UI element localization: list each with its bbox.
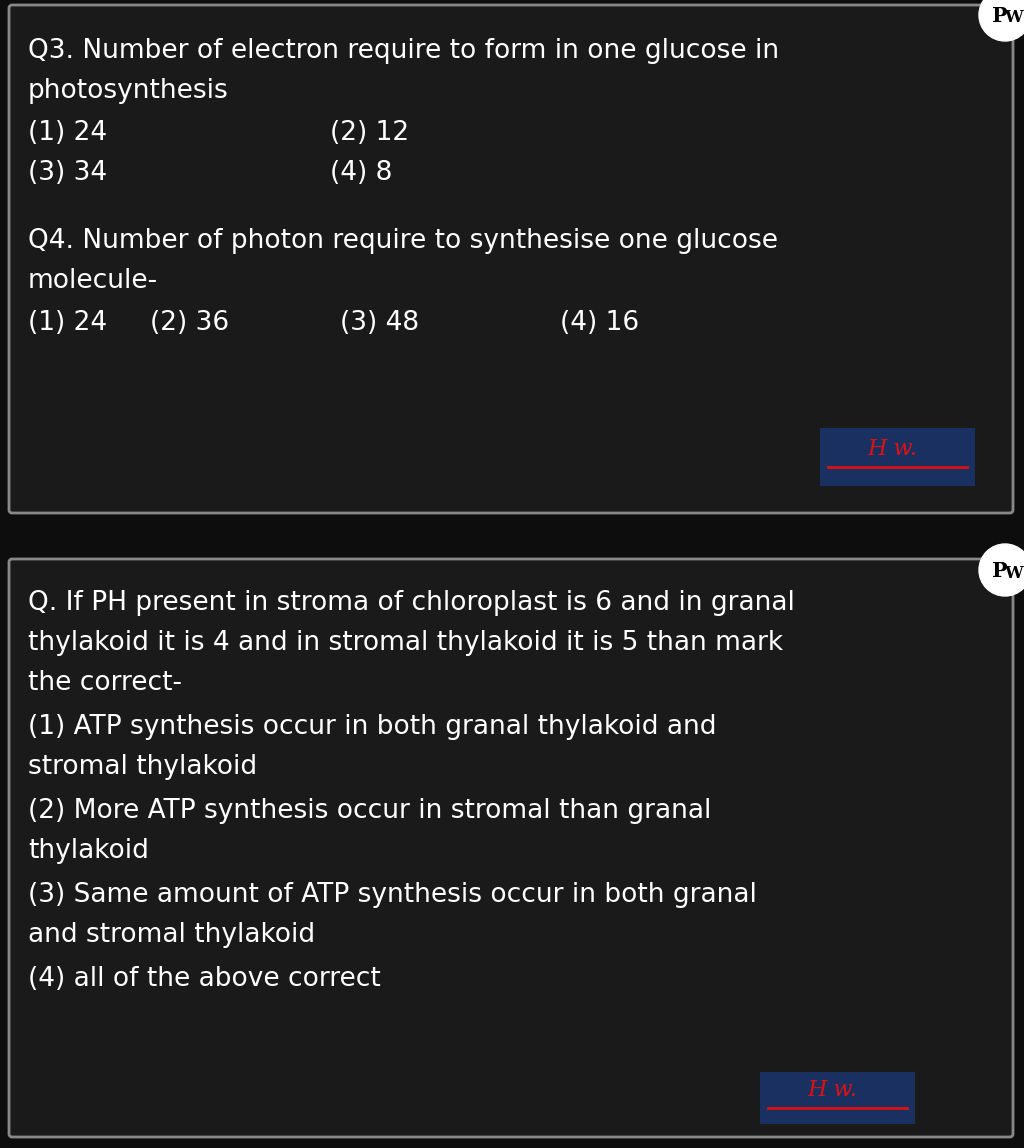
Circle shape [979, 544, 1024, 596]
Text: photosynthesis: photosynthesis [28, 78, 228, 104]
Text: (2) 36: (2) 36 [150, 310, 229, 336]
Text: molecule-: molecule- [28, 267, 158, 294]
Text: and stromal thylakoid: and stromal thylakoid [28, 922, 315, 948]
Text: Q. If PH present in stroma of chloroplast is 6 and in granal: Q. If PH present in stroma of chloroplas… [28, 590, 795, 616]
FancyBboxPatch shape [820, 428, 975, 486]
Text: (3) Same amount of ATP synthesis occur in both granal: (3) Same amount of ATP synthesis occur i… [28, 882, 757, 908]
Text: Q3. Number of electron require to form in one glucose in: Q3. Number of electron require to form i… [28, 38, 779, 64]
Text: (4) 8: (4) 8 [330, 160, 392, 186]
Text: (4) 16: (4) 16 [560, 310, 639, 336]
Text: (1) 24: (1) 24 [28, 310, 108, 336]
Text: stromal thylakoid: stromal thylakoid [28, 754, 257, 779]
Text: (3) 48: (3) 48 [340, 310, 419, 336]
FancyBboxPatch shape [9, 559, 1013, 1137]
Text: thylakoid: thylakoid [28, 838, 148, 864]
Text: W: W [1004, 9, 1022, 26]
Text: (2) 12: (2) 12 [330, 121, 410, 146]
Text: P: P [992, 561, 1008, 581]
Text: (1) ATP synthesis occur in both granal thylakoid and: (1) ATP synthesis occur in both granal t… [28, 714, 717, 740]
Text: W: W [1004, 565, 1022, 582]
Text: H w.: H w. [867, 439, 918, 460]
Text: thylakoid it is 4 and in stromal thylakoid it is 5 than mark: thylakoid it is 4 and in stromal thylako… [28, 630, 783, 656]
Text: (4) all of the above correct: (4) all of the above correct [28, 965, 381, 992]
Circle shape [979, 0, 1024, 41]
Text: P: P [992, 6, 1008, 26]
FancyBboxPatch shape [760, 1072, 915, 1124]
Text: (3) 34: (3) 34 [28, 160, 108, 186]
Text: (1) 24: (1) 24 [28, 121, 108, 146]
Text: the correct-: the correct- [28, 670, 182, 696]
Text: (2) More ATP synthesis occur in stromal than granal: (2) More ATP synthesis occur in stromal … [28, 798, 712, 824]
Text: Q4. Number of photon require to synthesise one glucose: Q4. Number of photon require to synthesi… [28, 228, 778, 254]
Text: H w.: H w. [808, 1079, 857, 1101]
FancyBboxPatch shape [9, 5, 1013, 513]
